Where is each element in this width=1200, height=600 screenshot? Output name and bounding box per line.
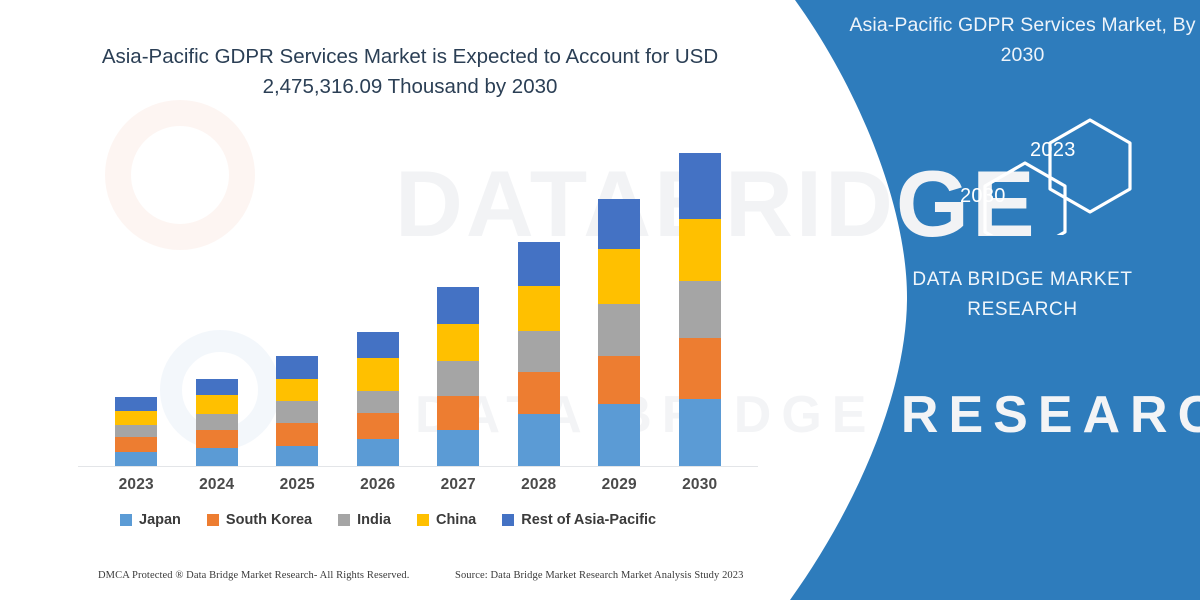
bar-segment bbox=[437, 396, 480, 430]
bar-segment bbox=[678, 219, 721, 281]
legend-item[interactable]: India bbox=[338, 512, 391, 528]
x-tick-2024: 2024 bbox=[199, 476, 235, 493]
bar-segment bbox=[115, 452, 158, 466]
bar-segment bbox=[598, 404, 641, 466]
bar-column bbox=[678, 153, 721, 466]
bar-segment bbox=[276, 423, 319, 446]
bar-segment bbox=[276, 401, 319, 423]
x-tick-2029: 2029 bbox=[601, 476, 637, 493]
bar-column bbox=[517, 242, 560, 466]
bar-segment bbox=[276, 379, 319, 401]
footer-source: Source: Data Bridge Market Research Mark… bbox=[455, 570, 744, 581]
bar-segment bbox=[678, 281, 721, 338]
legend-swatch-icon bbox=[416, 514, 429, 526]
bar-segment bbox=[437, 430, 480, 466]
footer-copyright: DMCA Protected ® Data Bridge Market Rese… bbox=[98, 570, 410, 581]
legend-item[interactable]: South Korea bbox=[206, 512, 313, 528]
bar-segment bbox=[598, 249, 641, 304]
stacked-bar-chart: 2023 2024 2025 2026 2027 2028 2029 2030 bbox=[78, 140, 758, 500]
bar-column bbox=[115, 397, 158, 466]
bar-column bbox=[276, 356, 319, 466]
chart-plot-area bbox=[96, 140, 740, 466]
bar-segment bbox=[115, 437, 158, 452]
bar-segment bbox=[195, 414, 238, 430]
bar-segment bbox=[598, 356, 641, 404]
bar-segment bbox=[517, 372, 560, 414]
bar-segment bbox=[678, 399, 721, 466]
bar-segment bbox=[356, 332, 399, 358]
bar-segment bbox=[276, 356, 319, 379]
bar-segment bbox=[598, 199, 641, 249]
chart-legend: Japan South Korea India China Rest of Asia-P… bbox=[120, 512, 682, 528]
bar-segment bbox=[356, 358, 399, 391]
bar-segment bbox=[115, 397, 158, 411]
bar-segment bbox=[195, 379, 238, 395]
bar-segment bbox=[115, 411, 158, 425]
bar-segment bbox=[517, 242, 560, 286]
x-tick-2025: 2025 bbox=[279, 476, 315, 493]
bar-segment bbox=[678, 153, 721, 219]
legend-swatch-icon bbox=[206, 514, 219, 526]
bar-segment bbox=[356, 439, 399, 466]
bar-segment bbox=[195, 395, 238, 414]
legend-item[interactable]: Rest of Asia-Pacific bbox=[502, 512, 656, 528]
bar-column bbox=[195, 379, 238, 466]
page-title: Asia-Pacific GDPR Services Market is Exp… bbox=[101, 45, 719, 98]
legend-label: China bbox=[435, 512, 477, 528]
legend-label: India bbox=[357, 512, 391, 528]
bar-segment bbox=[517, 286, 560, 331]
bar-segment bbox=[678, 338, 721, 399]
legend-swatch-icon bbox=[502, 514, 515, 526]
bar-column bbox=[598, 199, 641, 466]
legend-item[interactable]: China bbox=[416, 512, 477, 528]
bar-segment bbox=[598, 304, 641, 356]
bar-segment bbox=[517, 331, 560, 372]
bar-segment bbox=[437, 324, 480, 361]
bar-segment bbox=[195, 448, 238, 466]
bar-segment bbox=[195, 430, 238, 448]
chart-baseline bbox=[78, 466, 758, 467]
legend-label: Rest of Asia-Pacific bbox=[521, 512, 657, 528]
bar-segment bbox=[517, 414, 560, 466]
bar-segment bbox=[437, 287, 480, 324]
x-tick-2027: 2027 bbox=[440, 476, 476, 493]
bar-segment bbox=[276, 446, 319, 466]
bar-segment bbox=[437, 361, 480, 396]
legend-label: South Korea bbox=[225, 512, 313, 528]
bar-segment bbox=[115, 425, 158, 437]
legend-swatch-icon bbox=[120, 514, 132, 526]
bar-segment bbox=[356, 413, 399, 439]
legend-label: Japan bbox=[139, 512, 181, 528]
x-axis-tick-labels: 2023 2024 2025 2026 2027 2028 2029 2030 bbox=[96, 476, 740, 500]
x-tick-2026: 2026 bbox=[360, 476, 396, 493]
bar-segment bbox=[356, 391, 399, 413]
x-tick-2028: 2028 bbox=[521, 476, 557, 493]
bar-column bbox=[356, 332, 399, 466]
footer: DMCA Protected ® Data Bridge Market Rese… bbox=[0, 570, 800, 590]
legend-swatch-icon bbox=[338, 514, 351, 526]
x-tick-2023: 2023 bbox=[118, 476, 154, 493]
legend-item[interactable]: Japan bbox=[120, 512, 181, 528]
x-tick-2030: 2030 bbox=[682, 476, 718, 493]
bar-column bbox=[437, 287, 480, 466]
